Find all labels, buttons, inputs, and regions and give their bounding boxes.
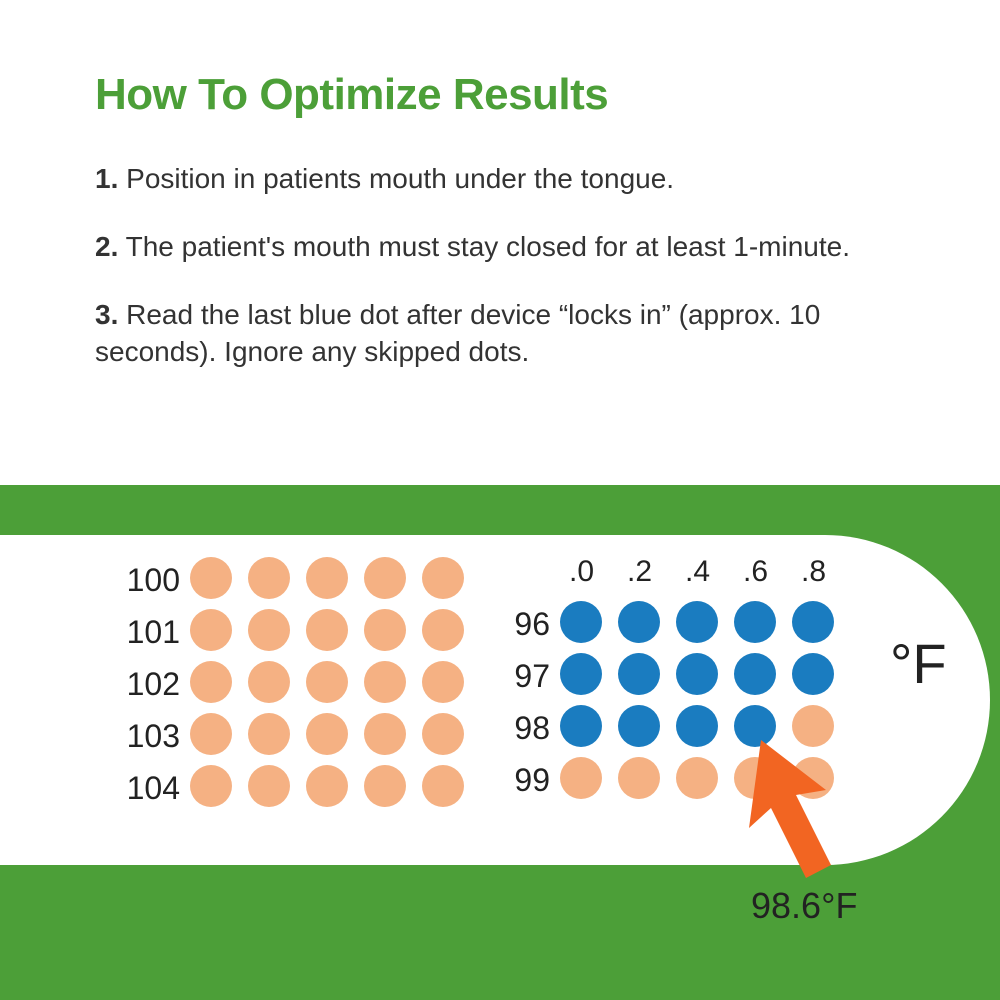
temp-dot — [306, 557, 348, 599]
temp-dot — [364, 765, 406, 807]
temp-dot — [306, 661, 348, 703]
temp-dot — [364, 661, 406, 703]
temp-dot — [190, 609, 232, 651]
temp-dot — [734, 601, 776, 643]
temp-dot — [190, 557, 232, 599]
temp-dot — [676, 653, 718, 695]
temp-dot — [306, 765, 348, 807]
temp-dot — [618, 757, 660, 799]
left-row-label: 101 — [110, 614, 180, 651]
temp-dot — [676, 705, 718, 747]
temp-dot — [248, 557, 290, 599]
right-row-label: 99 — [480, 762, 550, 799]
temp-dot — [618, 601, 660, 643]
temp-dot — [306, 609, 348, 651]
unit-label: °F — [890, 631, 947, 696]
left-row-label: 104 — [110, 770, 180, 807]
temp-dot — [560, 705, 602, 747]
temp-dot — [364, 609, 406, 651]
temp-dot — [248, 661, 290, 703]
right-row-label: 98 — [480, 710, 550, 747]
temp-dot — [364, 557, 406, 599]
temp-dot — [248, 609, 290, 651]
temp-dot — [422, 557, 464, 599]
temp-dot — [618, 653, 660, 695]
temp-dot — [560, 601, 602, 643]
column-header: .4 — [670, 555, 725, 589]
column-header: .6 — [728, 555, 783, 589]
left-row-label: 103 — [110, 718, 180, 755]
column-header: .0 — [554, 555, 609, 589]
left-row-label: 100 — [110, 562, 180, 599]
temp-dot — [422, 765, 464, 807]
temperature-reading-label: 98.6°F — [751, 885, 857, 927]
temp-dot — [422, 661, 464, 703]
temp-dot — [190, 765, 232, 807]
temp-dot — [792, 601, 834, 643]
temp-dot — [422, 713, 464, 755]
temp-dot — [248, 713, 290, 755]
temp-dot — [248, 765, 290, 807]
page-title: How To Optimize Results — [95, 70, 920, 120]
right-row-label: 96 — [480, 606, 550, 643]
temp-dot — [734, 653, 776, 695]
column-header: .8 — [786, 555, 841, 589]
temp-dot — [676, 601, 718, 643]
right-row-label: 97 — [480, 658, 550, 695]
instruction-step: 3. Read the last blue dot after device “… — [95, 296, 920, 372]
temp-dot — [618, 705, 660, 747]
temp-dot — [560, 757, 602, 799]
temp-dot — [676, 757, 718, 799]
instruction-step: 2. The patient's mouth must stay closed … — [95, 228, 920, 266]
instruction-step: 1. Position in patients mouth under the … — [95, 160, 920, 198]
temp-dot — [792, 653, 834, 695]
temp-dot — [190, 661, 232, 703]
temp-dot — [422, 609, 464, 651]
left-row-label: 102 — [110, 666, 180, 703]
column-header: .2 — [612, 555, 667, 589]
temp-dot — [190, 713, 232, 755]
temp-dot — [364, 713, 406, 755]
pointer-arrow-icon — [741, 730, 861, 890]
temp-dot — [560, 653, 602, 695]
temp-dot — [306, 713, 348, 755]
